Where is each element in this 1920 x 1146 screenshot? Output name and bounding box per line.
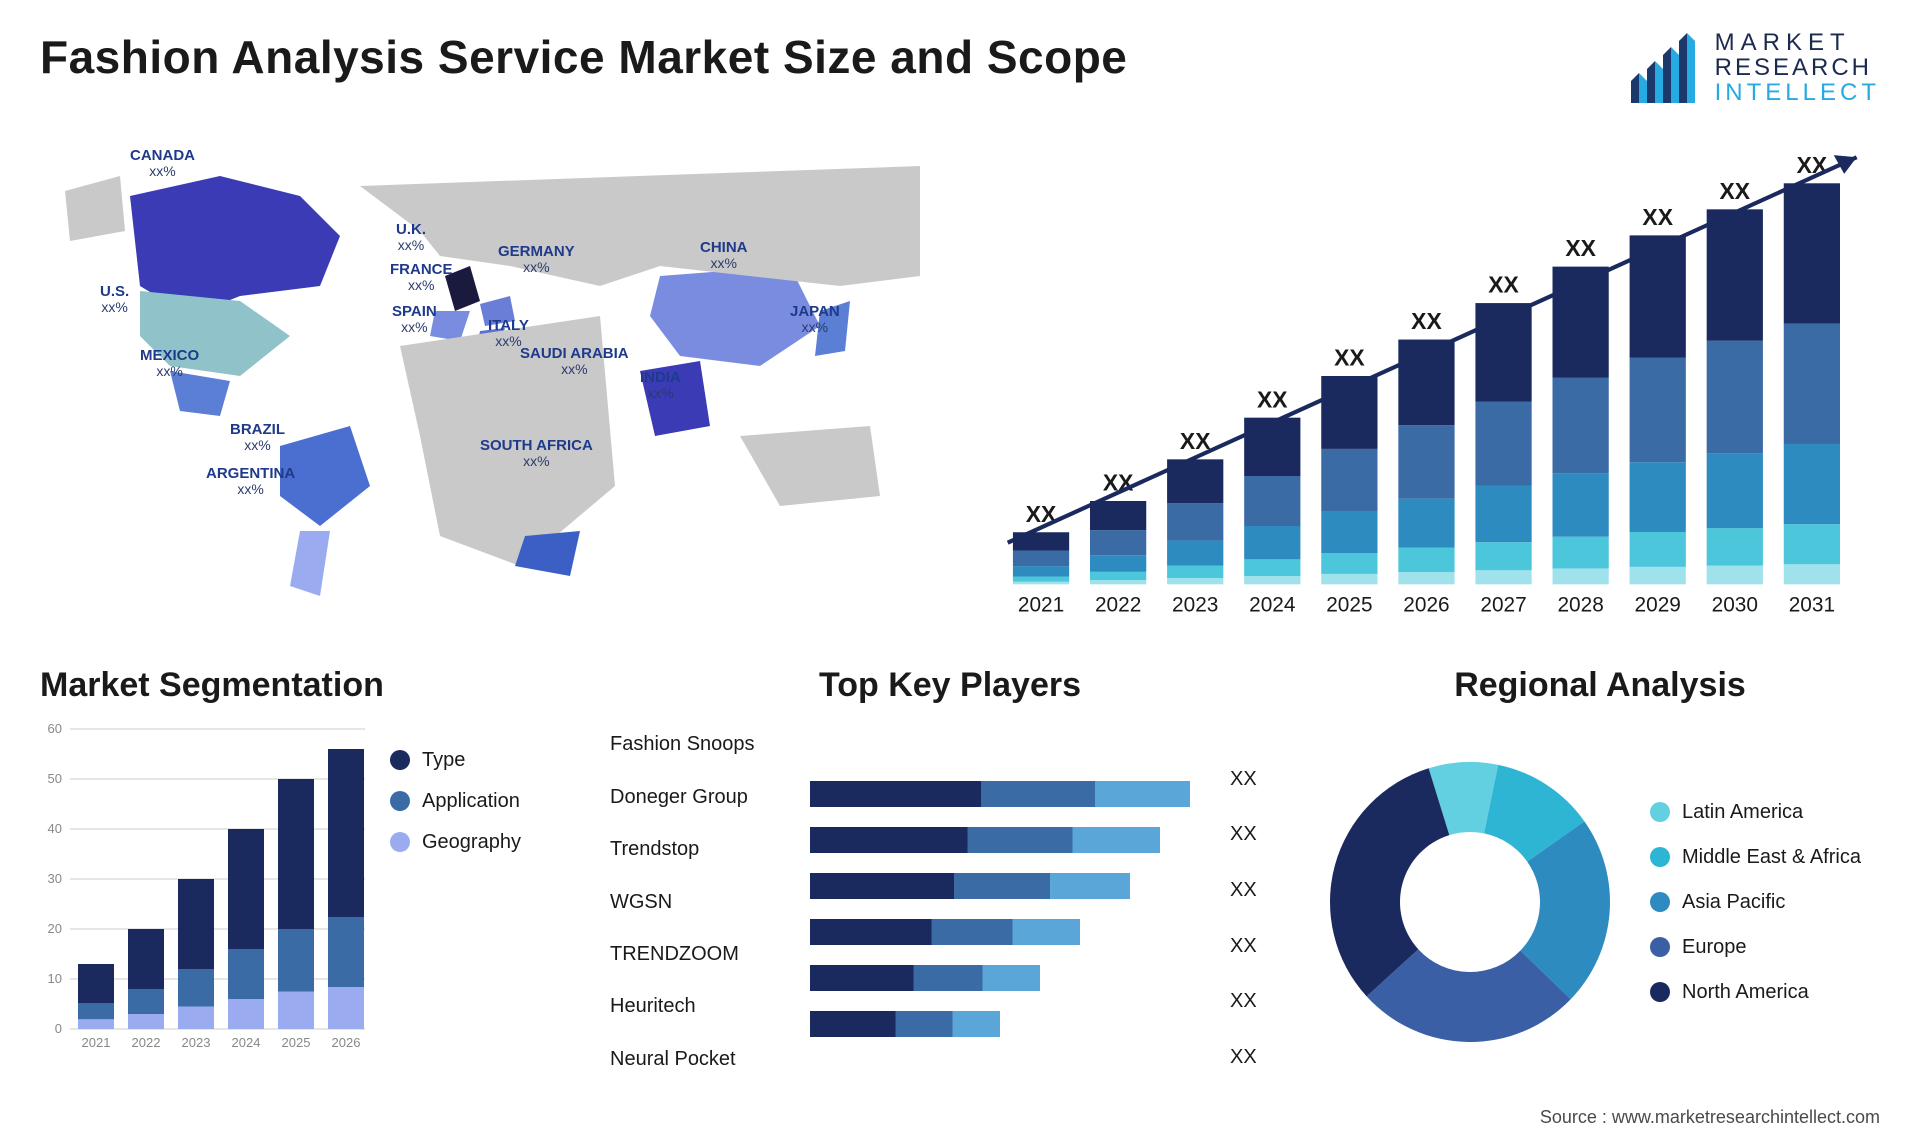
players-hbar-chart xyxy=(810,719,1230,1049)
brand-logo: MARKET RESEARCH INTELLECT xyxy=(1623,30,1880,106)
map-country-label: BRAZILxx% xyxy=(230,422,285,454)
map-country-label: CANADAxx% xyxy=(130,148,195,180)
logo-line2: RESEARCH xyxy=(1715,55,1880,80)
player-value: XX xyxy=(1230,823,1290,846)
svg-text:2026: 2026 xyxy=(1403,593,1449,616)
segmentation-legend: Type Application Geography xyxy=(390,719,580,1086)
svg-text:XX: XX xyxy=(1257,386,1288,412)
svg-text:XX: XX xyxy=(1334,344,1365,370)
legend-item: Asia Pacific xyxy=(1650,891,1880,914)
segmentation-title: Market Segmentation xyxy=(40,666,580,705)
segmentation-panel: Market Segmentation 0 10 20 30 40 50 60 2021 20… xyxy=(40,666,580,1086)
source-attribution: Source : www.marketresearchintellect.com xyxy=(1540,1107,1880,1128)
map-country-label: FRANCExx% xyxy=(390,262,453,294)
svg-text:40: 40 xyxy=(48,821,62,836)
svg-text:0: 0 xyxy=(55,1021,62,1036)
legend-item: Europe xyxy=(1650,936,1880,959)
players-value-column: XX XX XX XX XX XX xyxy=(1230,719,1290,1086)
player-value: XX xyxy=(1230,768,1290,791)
svg-text:XX: XX xyxy=(1642,204,1673,230)
player-value: XX xyxy=(1230,935,1290,958)
page-title: Fashion Analysis Service Market Size and… xyxy=(40,30,1127,84)
svg-text:2029: 2029 xyxy=(1635,593,1681,616)
svg-text:2031: 2031 xyxy=(1789,593,1835,616)
player-name: TRENDZOOM xyxy=(610,943,810,966)
svg-text:XX: XX xyxy=(1565,235,1596,261)
player-value: XX xyxy=(1230,879,1290,902)
logo-icon xyxy=(1623,33,1703,103)
players-label-column: Fashion Snoops Doneger Group Trendstop WGSN… xyxy=(610,719,810,1086)
player-name: Doneger Group xyxy=(610,786,810,809)
map-country-label: MEXICOxx% xyxy=(140,348,199,380)
map-country-label: JAPANxx% xyxy=(790,304,840,336)
svg-text:60: 60 xyxy=(48,721,62,736)
map-country-label: U.S.xx% xyxy=(100,284,129,316)
legend-item: Latin America xyxy=(1650,801,1880,824)
legend-item: Geography xyxy=(390,831,580,854)
svg-text:30: 30 xyxy=(48,871,62,886)
legend-item: Type xyxy=(390,749,580,772)
svg-text:2025: 2025 xyxy=(1326,593,1372,616)
player-name: Fashion Snoops xyxy=(610,733,810,756)
regional-panel: Regional Analysis Latin America Middle Ea… xyxy=(1320,666,1880,1086)
svg-text:2023: 2023 xyxy=(182,1035,211,1050)
regional-donut-chart xyxy=(1320,752,1620,1052)
map-country-label: INDIAxx% xyxy=(640,370,681,402)
svg-text:XX: XX xyxy=(1720,177,1751,203)
regional-title: Regional Analysis xyxy=(1320,666,1880,705)
svg-text:2024: 2024 xyxy=(1249,593,1295,616)
logo-line1: MARKET xyxy=(1715,30,1880,55)
svg-text:2030: 2030 xyxy=(1712,593,1758,616)
legend-item: Middle East & Africa xyxy=(1650,846,1880,869)
player-name: Trendstop xyxy=(610,838,810,861)
players-title: Top Key Players xyxy=(610,666,1290,705)
svg-text:2025: 2025 xyxy=(282,1035,311,1050)
legend-item: North America xyxy=(1650,981,1880,1004)
player-value: XX xyxy=(1230,990,1290,1013)
player-name: Neural Pocket xyxy=(610,1048,810,1071)
svg-text:50: 50 xyxy=(48,771,62,786)
regional-legend: Latin America Middle East & Africa Asia Pa… xyxy=(1650,801,1880,1004)
forecast-chart-panel: XX 2021 XX 2022 XX 2023 XX 2024 XX 2025 XX 2026 XX 20… xyxy=(1000,126,1880,626)
player-name: WGSN xyxy=(610,891,810,914)
map-country-label: CHINAxx% xyxy=(700,240,748,272)
svg-text:XX: XX xyxy=(1488,271,1519,297)
player-value: XX xyxy=(1230,1046,1290,1069)
svg-text:2022: 2022 xyxy=(1095,593,1141,616)
key-players-panel: Top Key Players Fashion Snoops Doneger Gr… xyxy=(610,666,1290,1086)
svg-text:2023: 2023 xyxy=(1172,593,1218,616)
svg-text:2026: 2026 xyxy=(332,1035,361,1050)
world-map-panel: CANADAxx% U.S.xx% MEXICOxx% BRAZILxx% ARGENT… xyxy=(40,126,940,626)
svg-text:2028: 2028 xyxy=(1557,593,1603,616)
logo-line3: INTELLECT xyxy=(1715,80,1880,105)
map-country-label: U.K.xx% xyxy=(396,222,426,254)
svg-text:XX: XX xyxy=(1411,308,1442,334)
player-name: Heuritech xyxy=(610,995,810,1018)
svg-text:XX: XX xyxy=(1180,427,1211,453)
svg-text:2024: 2024 xyxy=(232,1035,261,1050)
map-country-label: SPAINxx% xyxy=(392,304,437,336)
svg-text:2021: 2021 xyxy=(1018,593,1064,616)
svg-text:2027: 2027 xyxy=(1480,593,1526,616)
segmentation-bar-chart: 0 10 20 30 40 50 60 2021 2022 2023 2024 2025 2026 xyxy=(40,719,370,1059)
svg-text:20: 20 xyxy=(48,921,62,936)
svg-text:2022: 2022 xyxy=(132,1035,161,1050)
forecast-bar-chart: XX 2021 XX 2022 XX 2023 XX 2024 XX 2025 XX 2026 XX 20… xyxy=(1000,126,1880,626)
map-country-label: GERMANYxx% xyxy=(498,244,575,276)
svg-text:10: 10 xyxy=(48,971,62,986)
map-country-label: SOUTH AFRICAxx% xyxy=(480,438,593,470)
map-country-label: SAUDI ARABIAxx% xyxy=(520,346,629,378)
map-country-label: ARGENTINAxx% xyxy=(206,466,295,498)
legend-item: Application xyxy=(390,790,580,813)
svg-text:2021: 2021 xyxy=(82,1035,111,1050)
